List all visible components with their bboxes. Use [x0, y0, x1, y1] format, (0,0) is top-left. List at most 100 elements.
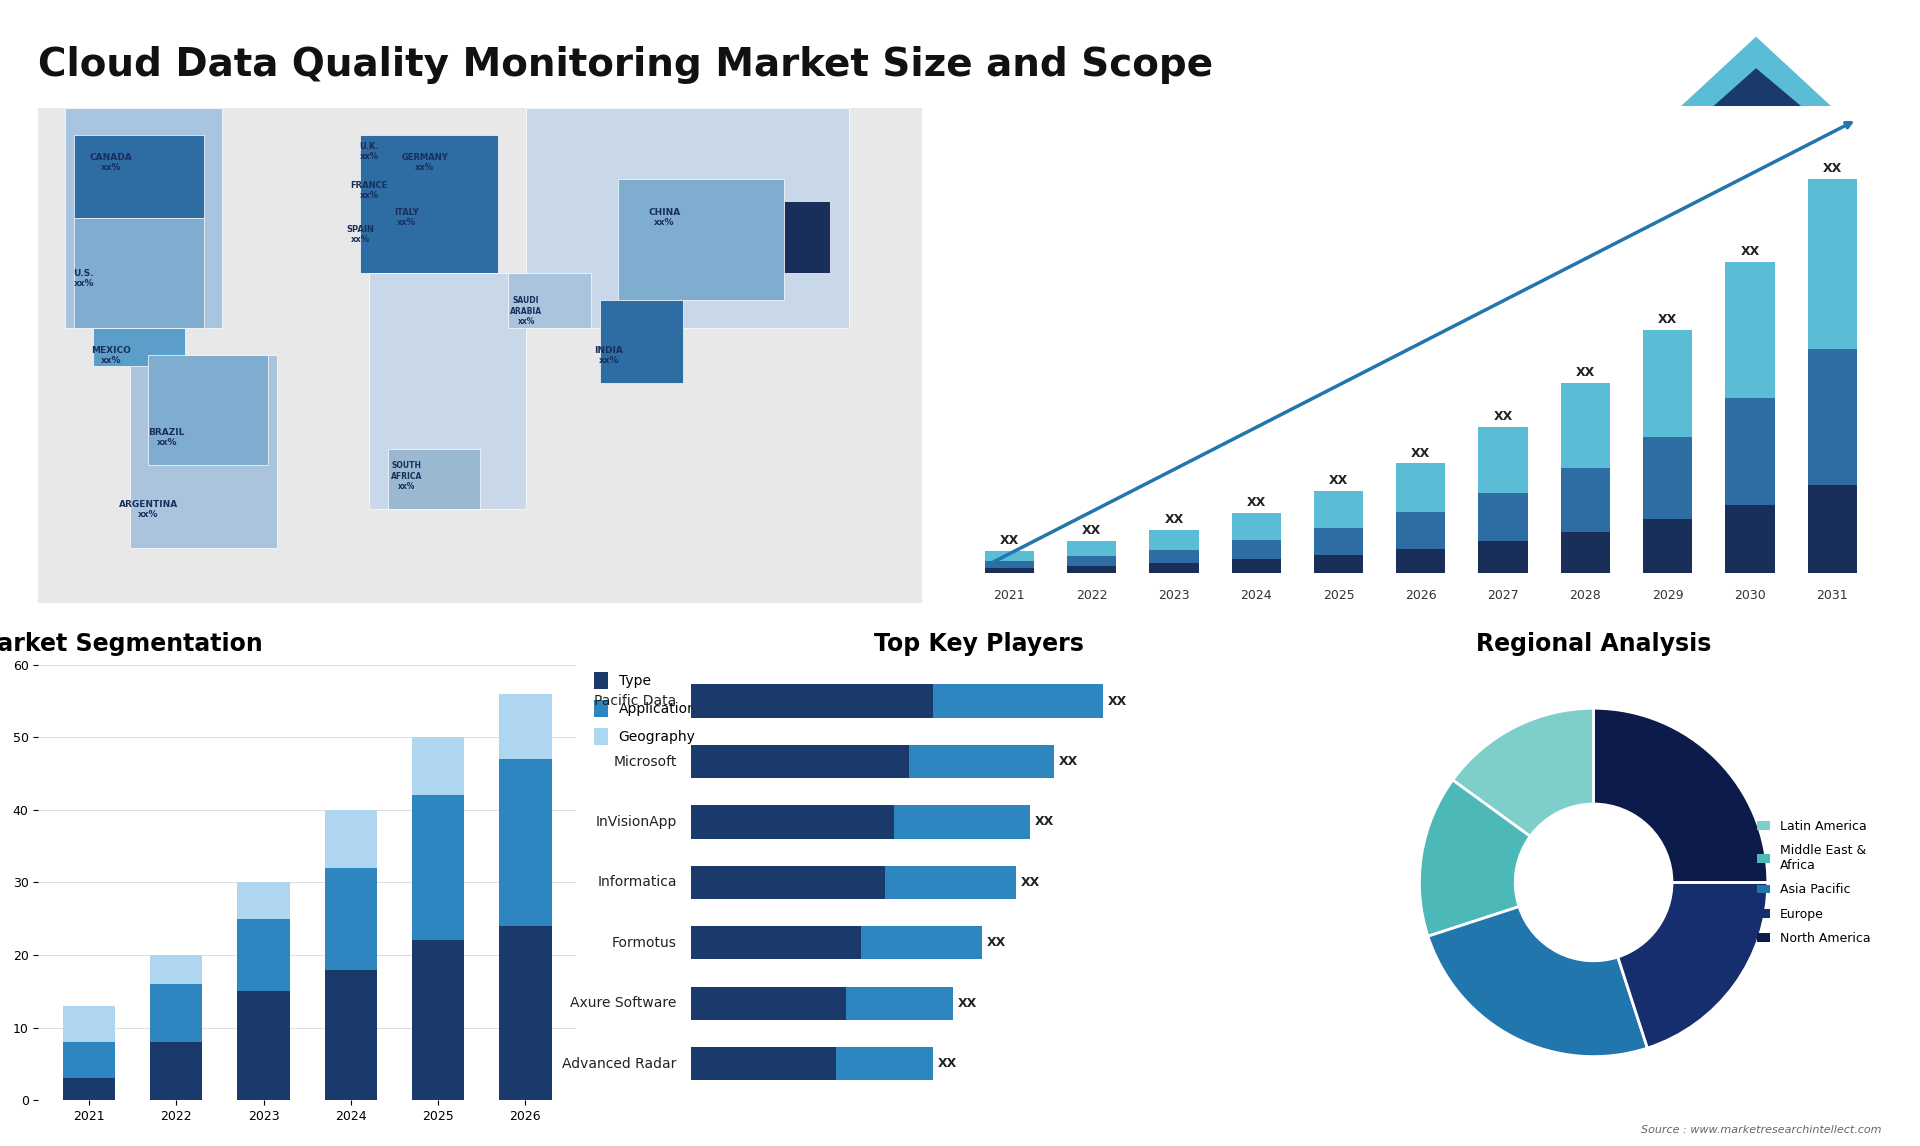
Text: BRAZIL
xx%: BRAZIL xx%	[148, 429, 184, 447]
Text: SOUTH
AFRICA
xx%: SOUTH AFRICA xx%	[390, 462, 422, 492]
Bar	[413, 941, 465, 1100]
Polygon shape	[38, 108, 922, 603]
Bar	[1561, 532, 1611, 573]
Polygon shape	[75, 218, 204, 328]
Text: XX: XX	[1740, 244, 1759, 258]
Bar	[895, 806, 1029, 839]
Text: XX: XX	[1108, 694, 1127, 707]
Text: MEXICO
xx%: MEXICO xx%	[92, 346, 131, 364]
Text: XX: XX	[1576, 367, 1596, 379]
Text: XX: XX	[1083, 525, 1102, 537]
Text: XX: XX	[1329, 474, 1348, 487]
Text: XX: XX	[987, 936, 1006, 949]
Legend: Latin America, Middle East &
Africa, Asia Pacific, Europe, North America: Latin America, Middle East & Africa, Asi…	[1753, 815, 1876, 950]
Bar	[691, 745, 908, 778]
Text: XX: XX	[1494, 410, 1513, 423]
Legend: Type, Application, Geography: Type, Application, Geography	[593, 672, 697, 745]
Text: Source : www.marketresearchintellect.com: Source : www.marketresearchintellect.com	[1642, 1124, 1882, 1135]
Bar	[691, 926, 860, 959]
Wedge shape	[1419, 780, 1530, 936]
Bar	[691, 987, 847, 1020]
Bar	[1396, 463, 1446, 512]
Polygon shape	[507, 273, 591, 328]
Polygon shape	[131, 355, 276, 548]
Bar	[1231, 540, 1281, 559]
Text: XX: XX	[1000, 534, 1020, 547]
Bar	[1644, 437, 1692, 519]
Bar	[1807, 179, 1857, 350]
Text: 2029: 2029	[1651, 589, 1684, 602]
Text: Microsoft: Microsoft	[612, 754, 676, 769]
Bar	[1726, 261, 1774, 398]
Bar	[985, 551, 1035, 560]
Bar	[1313, 528, 1363, 555]
Text: XX: XX	[1035, 816, 1054, 829]
Bar	[691, 806, 895, 839]
Wedge shape	[1594, 708, 1768, 882]
Title: Regional Analysis: Regional Analysis	[1476, 631, 1711, 656]
Bar	[1150, 531, 1198, 550]
Text: Cloud Data Quality Monitoring Market Size and Scope: Cloud Data Quality Monitoring Market Siz…	[38, 46, 1213, 84]
Text: 2031: 2031	[1816, 589, 1849, 602]
Text: 2024: 2024	[1240, 589, 1273, 602]
Text: SAUDI
ARABIA
xx%: SAUDI ARABIA xx%	[511, 297, 541, 327]
Polygon shape	[1713, 68, 1801, 107]
Bar	[985, 560, 1035, 568]
Bar	[985, 568, 1035, 573]
Bar	[413, 737, 465, 795]
Polygon shape	[388, 449, 480, 509]
Polygon shape	[1682, 37, 1832, 107]
Polygon shape	[783, 202, 829, 273]
Text: 2021: 2021	[993, 589, 1025, 602]
Text: JAPAN
xx%: JAPAN xx%	[787, 236, 818, 254]
Bar	[1478, 493, 1528, 541]
Text: 2022: 2022	[1075, 589, 1108, 602]
Bar	[63, 1006, 115, 1042]
Bar	[150, 1042, 202, 1100]
Polygon shape	[361, 135, 499, 273]
Bar	[1231, 559, 1281, 573]
Bar	[1068, 566, 1116, 573]
Text: ITALY
xx%: ITALY xx%	[394, 209, 419, 227]
Polygon shape	[526, 108, 849, 328]
Bar	[1726, 398, 1774, 505]
Bar	[1068, 541, 1116, 556]
Text: Informatica: Informatica	[597, 876, 676, 889]
Bar	[1807, 350, 1857, 486]
Text: MARKET
RESEARCH
INTELLECT: MARKET RESEARCH INTELLECT	[1832, 39, 1878, 72]
Bar	[150, 984, 202, 1042]
Bar	[324, 810, 376, 868]
Text: XX: XX	[1659, 313, 1678, 325]
Bar	[847, 987, 952, 1020]
Bar	[860, 926, 981, 959]
Text: CANADA
xx%: CANADA xx%	[90, 154, 132, 172]
Bar	[324, 868, 376, 970]
Bar	[324, 970, 376, 1100]
Bar	[499, 693, 551, 759]
Text: U.S.
xx%: U.S. xx%	[73, 268, 94, 288]
Polygon shape	[618, 179, 783, 300]
Text: InVisionApp: InVisionApp	[595, 815, 676, 829]
Bar	[238, 991, 290, 1100]
Bar	[1068, 556, 1116, 566]
Text: XX: XX	[1246, 496, 1265, 509]
Text: XX: XX	[1411, 447, 1430, 460]
Bar	[908, 745, 1054, 778]
Bar	[1231, 513, 1281, 540]
Bar	[1807, 486, 1857, 573]
Bar	[150, 955, 202, 984]
Text: XX: XX	[1020, 876, 1039, 889]
Bar	[1150, 564, 1198, 573]
Bar	[691, 865, 885, 900]
Bar	[1396, 549, 1446, 573]
Text: SPAIN
xx%: SPAIN xx%	[346, 225, 374, 244]
Text: 2026: 2026	[1405, 589, 1436, 602]
Text: 2023: 2023	[1158, 589, 1190, 602]
Bar	[63, 1042, 115, 1078]
Polygon shape	[148, 355, 269, 465]
Text: Market Segmentation: Market Segmentation	[0, 631, 263, 656]
Bar	[63, 1078, 115, 1100]
Text: 2030: 2030	[1734, 589, 1766, 602]
Bar	[885, 865, 1016, 900]
Text: U.K.
xx%: U.K. xx%	[359, 142, 380, 162]
